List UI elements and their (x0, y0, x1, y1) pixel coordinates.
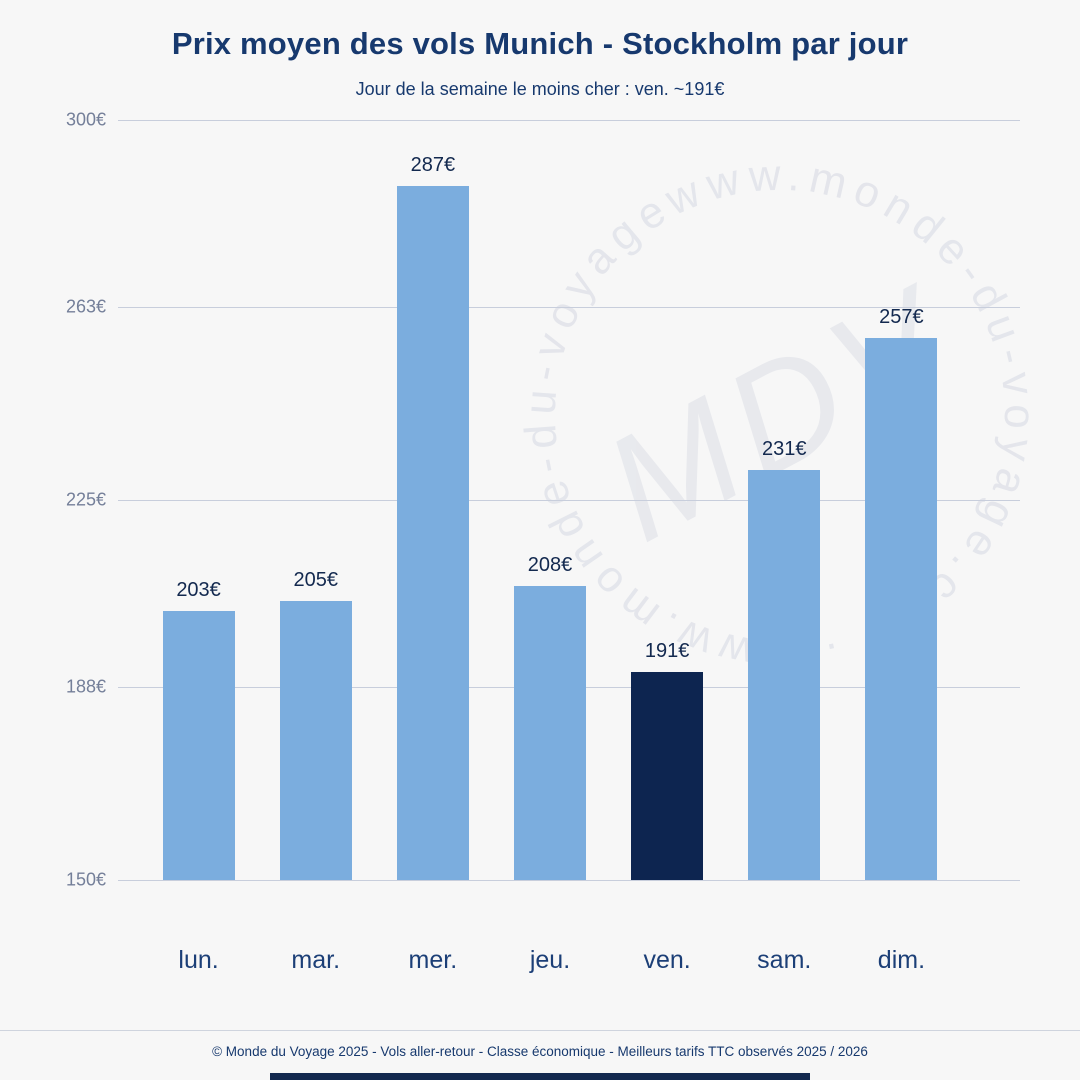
bar-column: 205€ (257, 120, 374, 880)
bar-column: 203€ (140, 120, 257, 880)
x-axis-label: jeu. (529, 946, 571, 974)
y-axis-tick-label: 150€ (65, 869, 106, 890)
bar[interactable] (396, 185, 469, 880)
x-axis-labels: lun. mar. mer. jeu. ven. sam. dim. (140, 946, 960, 975)
bar-value-label: 231€ (762, 437, 807, 460)
y-axis-tick-label: 300€ (65, 109, 106, 130)
y-axis-tick-label: 225€ (65, 489, 106, 510)
x-axis-label: ven. (643, 946, 691, 974)
bar-highlighted[interactable] (631, 672, 704, 880)
bar-column: 257€ (843, 120, 960, 880)
bottom-bar (270, 1073, 810, 1080)
gridline (118, 307, 1020, 309)
bar-value-label: 203€ (176, 579, 221, 602)
x-axis-label: dim. (877, 946, 926, 974)
bar-value-label: 257€ (879, 305, 924, 328)
plot-area: 203€ 205€ 287€ 208€ 191€ 231€ 257€ 150€ 188€ 225… (66, 110, 1020, 890)
bar-column: 208€ (491, 120, 608, 880)
y-axis-tick-label: 263€ (65, 296, 106, 317)
bar[interactable] (162, 611, 235, 880)
x-axis-label: sam. (757, 946, 812, 974)
y-axis-tick-label: 188€ (65, 676, 106, 697)
chart-subtitle: Jour de la semaine le moins cher : ven. … (355, 79, 725, 99)
bar-column: 191€ (609, 120, 726, 880)
bar-value-label: 191€ (644, 640, 690, 663)
x-axis-label: lun. (178, 946, 219, 974)
bar-column: 231€ (726, 120, 843, 880)
gridline (118, 500, 1020, 501)
bar[interactable] (513, 586, 586, 880)
x-axis-label: mar. (291, 946, 341, 974)
bar[interactable] (279, 601, 352, 880)
bars: 203€ 205€ 287€ 208€ 191€ 231€ 257€ (140, 120, 960, 880)
gridline (118, 120, 1020, 121)
footer: © Monde du Voyage 2025 - Vols aller-reto… (0, 1030, 1080, 1072)
chart-title: Prix moyen des vols Munich - Stockholm p… (171, 26, 909, 61)
bar[interactable] (748, 469, 821, 880)
footer-text: © Monde du Voyage 2025 - Vols aller-reto… (212, 1044, 868, 1059)
bar[interactable] (865, 337, 938, 880)
x-axis-label: mer. (408, 946, 458, 974)
bar-value-label: 208€ (527, 554, 573, 577)
bar-value-label: 287€ (410, 153, 456, 176)
gridline (118, 880, 1020, 881)
bar-column: 287€ (374, 120, 491, 880)
bar-value-label: 205€ (293, 569, 338, 592)
